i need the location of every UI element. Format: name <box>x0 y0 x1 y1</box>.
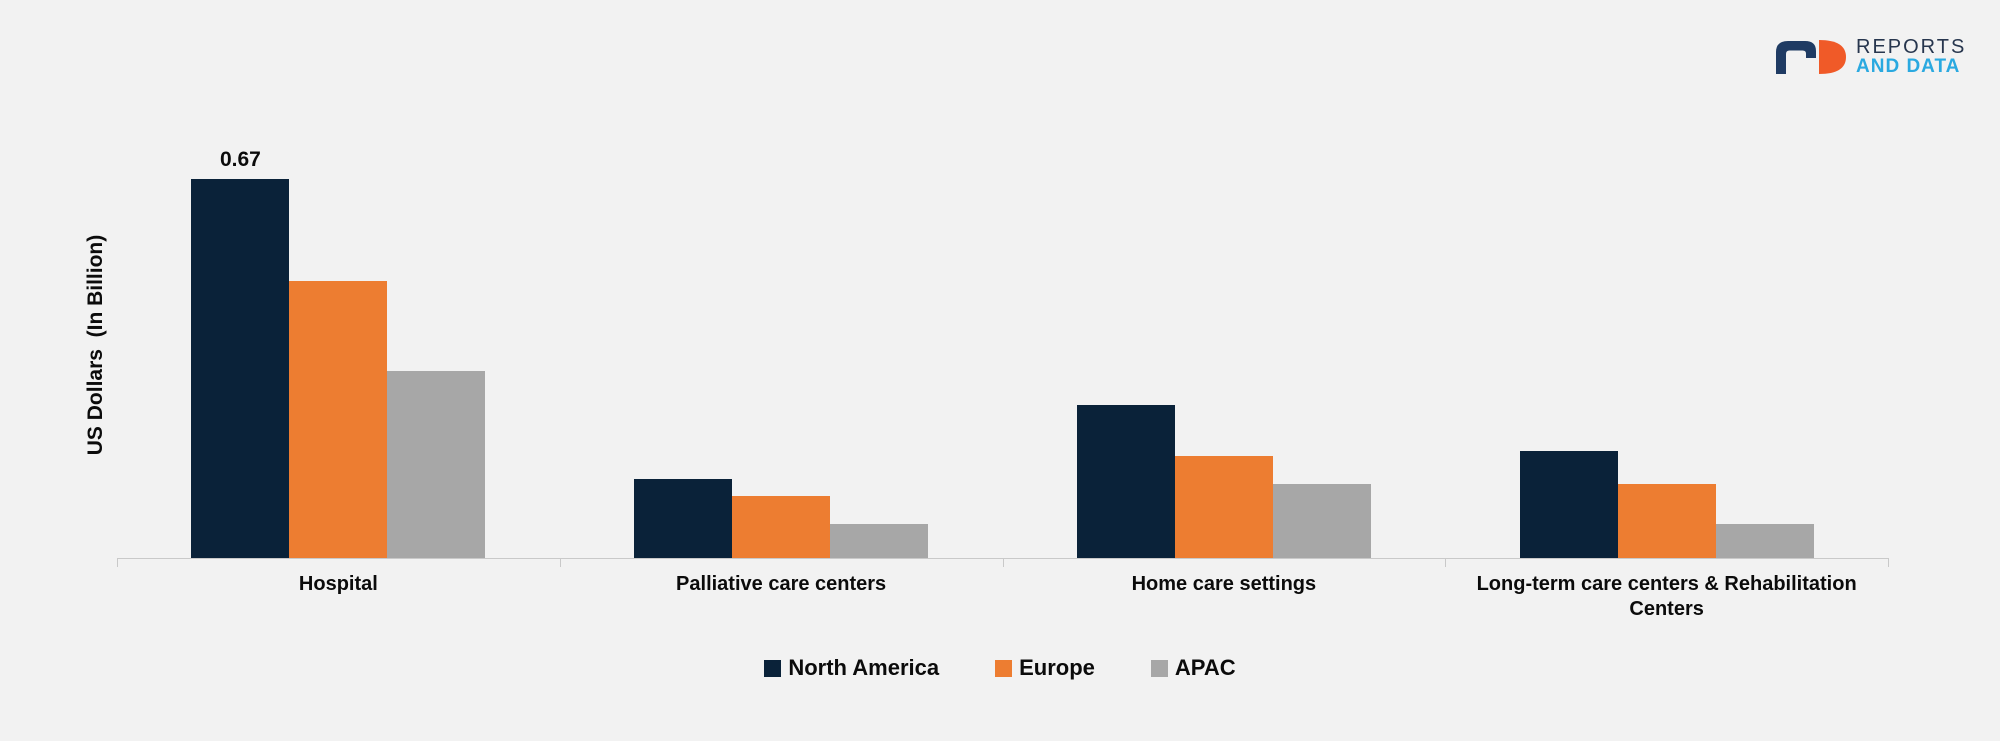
category-label-home-care-settings: Home care settings <box>1131 573 1317 595</box>
bar-europe-long-term-care-centers-rehabilitation-centers <box>1617 484 1716 558</box>
bar-north-america-home-care-settings <box>1076 405 1175 558</box>
legend-swatch-apac-icon <box>1150 659 1168 677</box>
category-label-palliative-care-centers: Palliative care centers <box>676 573 887 595</box>
bar-group-hospital: 0.67 <box>117 0 560 558</box>
bar-group-home-care-settings <box>1003 0 1446 558</box>
legend-swatch-north-america-icon <box>764 659 782 677</box>
bar-europe-home-care-settings <box>1174 456 1273 558</box>
data-label-north-america-hospital: 0.67 <box>219 148 261 171</box>
legend-item-apac: APAC <box>1150 655 1236 681</box>
category-label-long-term-care-centers-rehabilitation-centers: Long-term care centers & Rehabilitation … <box>1476 573 1857 620</box>
logo-rd-icon <box>1776 40 1846 74</box>
legend-label-apac: APAC <box>1174 655 1236 680</box>
legend-item-europe: Europe <box>995 655 1095 681</box>
legend-swatch-europe-icon <box>995 659 1013 677</box>
x-axis-tick <box>1002 559 1004 567</box>
legend-item-north-america: North America <box>764 655 939 681</box>
x-axis-tick <box>117 559 118 567</box>
legend-label-north-america: North America <box>788 655 940 680</box>
plot-area: 0.67 <box>117 0 1888 558</box>
bar-north-america-hospital: 0.67 <box>191 148 290 558</box>
y-axis-title: US Dollars (In Billion) <box>84 234 107 456</box>
legend: North America Europe APAC <box>0 655 2000 681</box>
x-axis-tick <box>559 559 561 567</box>
x-axis-category-labels: Hospital Palliative care centers Home care… <box>117 572 1888 622</box>
x-axis-tick <box>1445 559 1447 567</box>
logo-text: REPORTS AND DATA <box>1856 36 1967 77</box>
reports-and-data-logo: REPORTS AND DATA <box>1772 36 1966 76</box>
bar-apac-long-term-care-centers-rehabilitation-centers <box>1715 524 1814 558</box>
bar-europe-palliative-care-centers <box>732 496 831 558</box>
bar-europe-hospital <box>289 281 388 558</box>
bar-group-palliative-care-centers <box>560 0 1003 558</box>
bar-apac-palliative-care-centers <box>830 524 929 558</box>
bar-north-america-palliative-care-centers <box>634 479 733 558</box>
category-label-hospital: Hospital <box>298 573 378 595</box>
x-axis-line <box>117 558 1889 559</box>
legend-label-europe: Europe <box>1019 655 1095 680</box>
bar-apac-home-care-settings <box>1272 484 1371 558</box>
x-axis-tick <box>1888 559 1889 567</box>
bar-apac-hospital <box>387 371 486 558</box>
logo-line2: AND DATA <box>1856 56 1961 77</box>
bar-group-long-term-care-centers-rehabilitation-centers <box>1445 0 1888 558</box>
logo-line1: REPORTS <box>1856 36 1967 58</box>
bar-north-america-long-term-care-centers-rehabilitation-centers <box>1519 451 1618 558</box>
